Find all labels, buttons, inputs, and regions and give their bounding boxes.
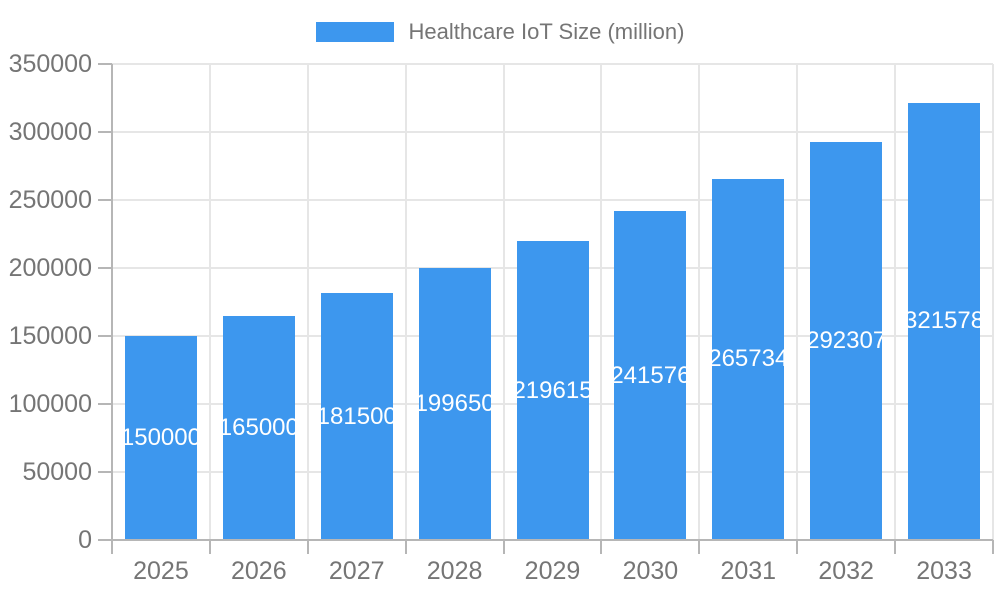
gridline-vertical [404, 64, 407, 540]
x-axis-tick-label: 2030 [622, 557, 679, 585]
y-axis-tick-label: 250000 [8, 186, 92, 214]
x-axis-tick-label: 2029 [524, 557, 581, 585]
legend-swatch [315, 22, 394, 42]
gridline-vertical [502, 64, 505, 540]
x-axis-tick [992, 540, 994, 554]
x-axis-tick [600, 540, 603, 554]
x-axis-tick [894, 540, 897, 554]
bar-2029[interactable]: 219615 [516, 241, 589, 540]
bar-2031[interactable]: 265734 [712, 178, 785, 540]
y-axis-tick-label: 50000 [22, 458, 92, 486]
bar-2030[interactable]: 241576 [614, 211, 687, 540]
bar-value-label: 265734 [712, 345, 785, 373]
x-axis-tick [404, 540, 407, 554]
gridline-vertical [992, 64, 994, 540]
bar-value-label: 292307 [810, 327, 883, 355]
x-axis-line [98, 539, 993, 541]
bar-value-label: 150000 [124, 424, 197, 451]
bar-value-label: 165000 [222, 413, 295, 441]
y-axis-tick [98, 403, 112, 405]
gridline-vertical [894, 64, 897, 540]
gridline-horizontal [112, 199, 993, 201]
x-axis-tick-label: 2032 [818, 557, 874, 585]
bar-2033[interactable]: 321578 [908, 102, 981, 540]
gridline-horizontal [112, 131, 993, 133]
gridline-vertical [306, 64, 309, 540]
bar-2028[interactable]: 199650 [418, 268, 491, 540]
y-axis-line [111, 64, 113, 540]
x-axis-tick-label: 2027 [328, 557, 385, 585]
x-axis-tick-label: 2025 [133, 557, 189, 585]
bar-value-label: 321578 [908, 307, 981, 335]
y-axis-tick-label: 150000 [8, 322, 92, 350]
x-axis-tick [208, 540, 211, 554]
x-axis-tick [796, 540, 799, 554]
x-axis-tick [306, 540, 309, 554]
bar-value-label: 181500 [320, 402, 393, 430]
x-axis-tick [111, 540, 113, 554]
x-axis-tick-label: 2033 [916, 557, 972, 585]
gridline-vertical [698, 64, 701, 540]
y-axis-tick-label: 0 [78, 526, 92, 554]
gridline-vertical [208, 64, 211, 540]
x-axis-tick [698, 540, 701, 554]
bar-value-label: 199650 [418, 390, 491, 418]
y-axis-tick [98, 267, 112, 269]
x-axis-tick [502, 540, 505, 554]
legend: Healthcare IoT Size (million) [0, 17, 1000, 47]
y-axis-tick [98, 335, 112, 337]
y-axis-tick-label: 300000 [8, 118, 92, 146]
x-axis-tick-label: 2031 [720, 557, 777, 585]
legend-label: Healthcare IoT Size (million) [408, 19, 685, 44]
gridline-vertical [600, 64, 603, 540]
gridline-horizontal [112, 63, 993, 65]
bar-2027[interactable]: 181500 [320, 293, 393, 540]
gridline-vertical [796, 64, 799, 540]
y-axis-tick [98, 471, 112, 473]
y-axis-tick-label: 100000 [8, 390, 92, 418]
y-axis-tick [98, 199, 112, 201]
y-axis-tick-label: 200000 [8, 254, 92, 282]
y-axis-tick [98, 63, 112, 65]
bar-value-label: 219615 [516, 376, 589, 404]
y-axis-tick [98, 131, 112, 133]
y-axis-tick [98, 539, 112, 541]
bar-value-label: 241576 [614, 361, 687, 389]
x-axis-tick-label: 2028 [426, 557, 483, 585]
bar-2032[interactable]: 292307 [810, 142, 883, 540]
y-axis-tick-label: 350000 [8, 50, 92, 78]
bar-2025[interactable]: 150000 [124, 336, 197, 540]
x-axis-tick-label: 2026 [231, 557, 287, 585]
bar-2026[interactable]: 165000 [222, 315, 295, 540]
